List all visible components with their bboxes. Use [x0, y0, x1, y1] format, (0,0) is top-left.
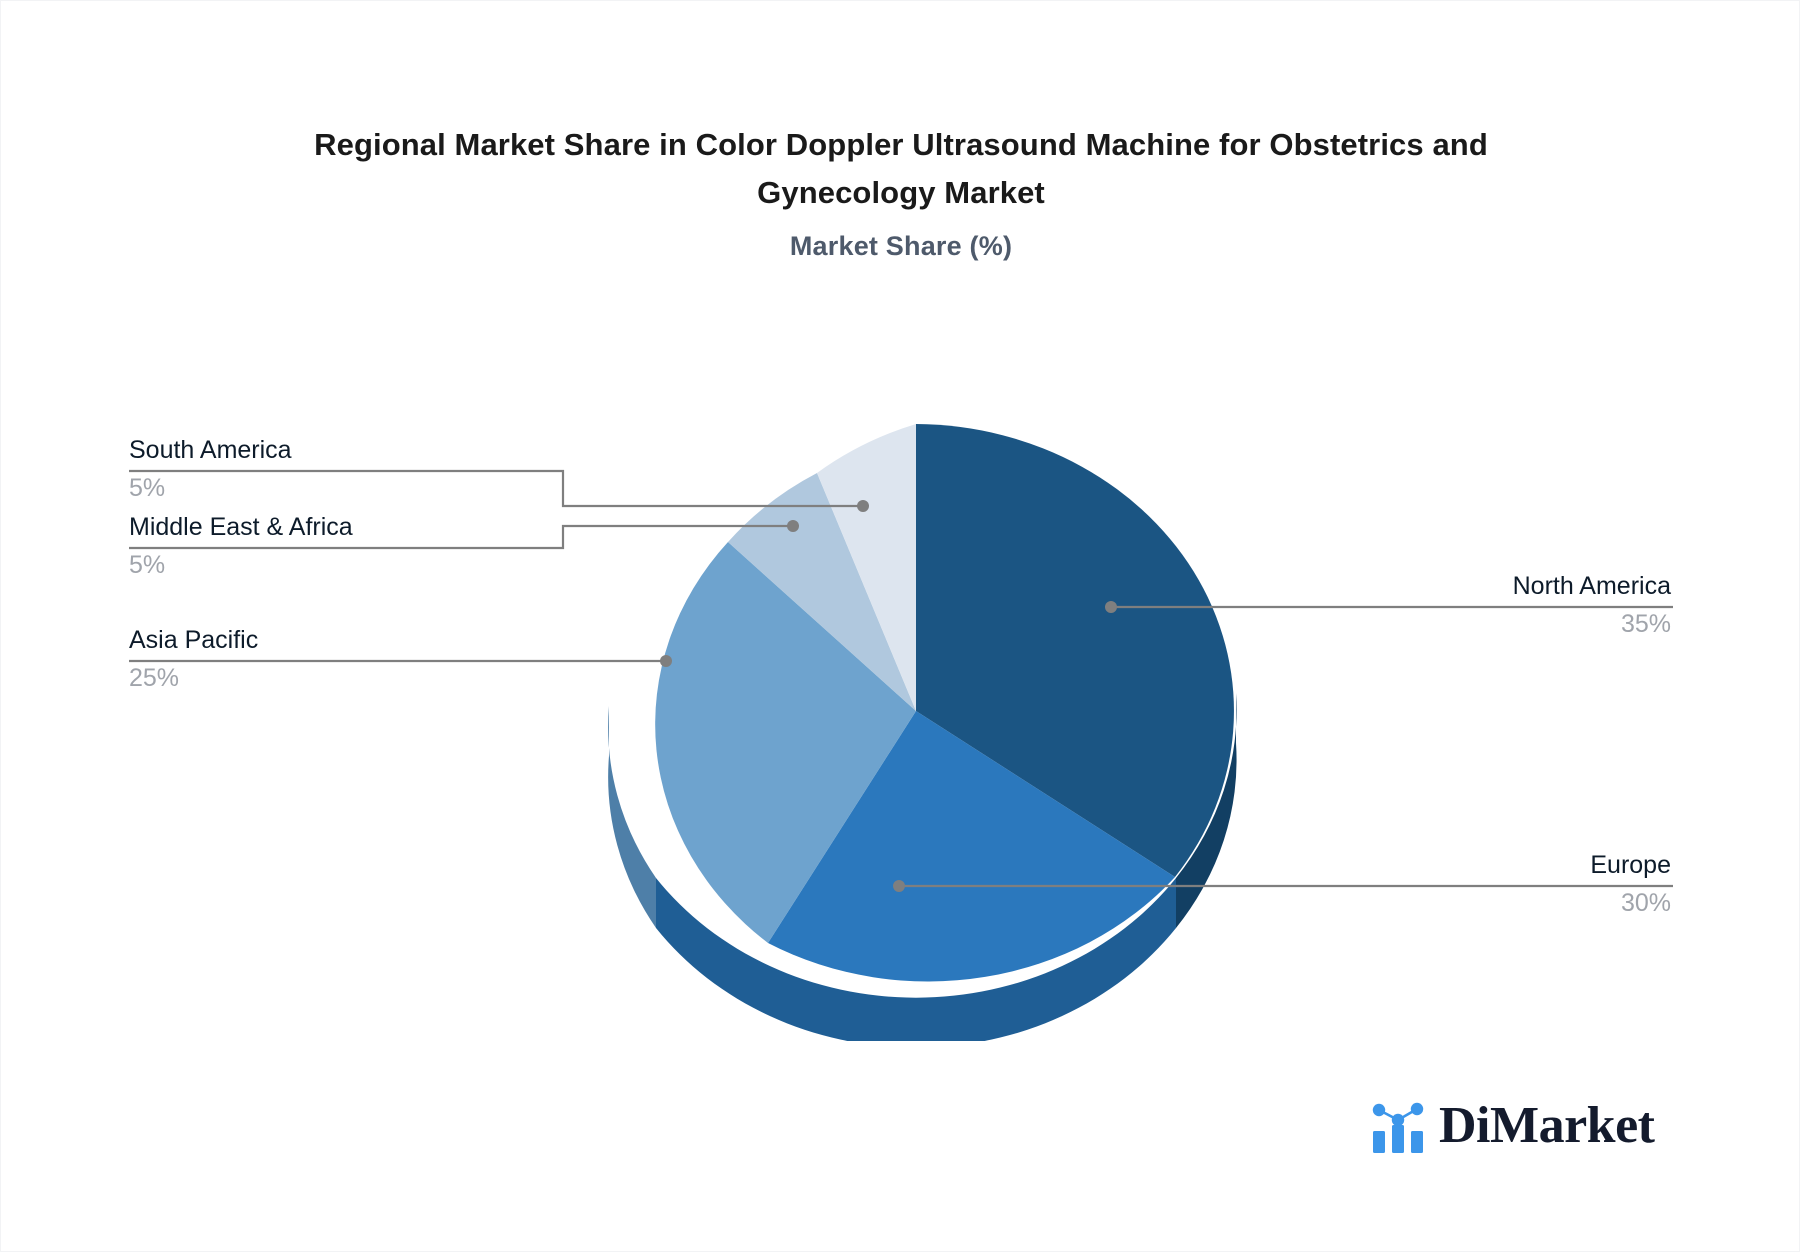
callout-south-america[interactable]: South America 5% [129, 436, 292, 503]
bar-chart-icon [1372, 1102, 1424, 1153]
chart-subtitle: Market Share (%) [789, 231, 1013, 262]
callout-label-europe: Europe [1590, 851, 1671, 879]
pie-side-asia-pacific [608, 706, 656, 928]
callout-value-middle-east-africa: 5% [129, 550, 166, 579]
pie-depth-walls [608, 693, 1237, 1041]
pie-slice-asia-pacific[interactable] [655, 542, 916, 943]
page-title: Regional Market Share in Color Doppler U… [181, 121, 1621, 217]
callout-value-asia-pacific: 25% [129, 663, 180, 692]
callout-europe[interactable]: Europe 30% [1590, 851, 1671, 918]
brand-name: DiMarket [1439, 1097, 1655, 1154]
title-block: Regional Market Share in Color Doppler U… [181, 121, 1621, 262]
callout-label-north-america: North America [1512, 572, 1671, 600]
callout-value-south-america: 5% [129, 473, 166, 502]
callout-label-asia-pacific: Asia Pacific [129, 626, 259, 654]
pie-top-face [655, 424, 1234, 982]
callout-label-middle-east-africa: Middle East & Africa [129, 513, 353, 541]
callout-value-europe: 30% [1620, 888, 1671, 917]
pie-chart-svg [608, 424, 1237, 1041]
callout-asia-pacific[interactable]: Asia Pacific 25% [129, 626, 258, 693]
pie-side-north-america [1176, 693, 1237, 928]
brand-logo: DiMarket [1369, 1097, 1655, 1154]
callout-north-america[interactable]: North America 35% [1513, 572, 1671, 639]
chart-title-line-2: Gynecology Market [757, 175, 1045, 211]
callout-label-south-america: South America [129, 436, 292, 464]
pie-chart [571, 421, 1251, 1041]
callout-middle-east-africa[interactable]: Middle East & Africa 5% [129, 513, 353, 580]
callout-value-north-america: 35% [1620, 609, 1671, 638]
chart-title-line-1: Regional Market Share in Color Doppler U… [314, 127, 1488, 162]
pie-slice-europe[interactable] [768, 711, 1175, 982]
pie-side-europe [656, 878, 1176, 1041]
pie-slice-north-america[interactable] [916, 424, 1234, 877]
